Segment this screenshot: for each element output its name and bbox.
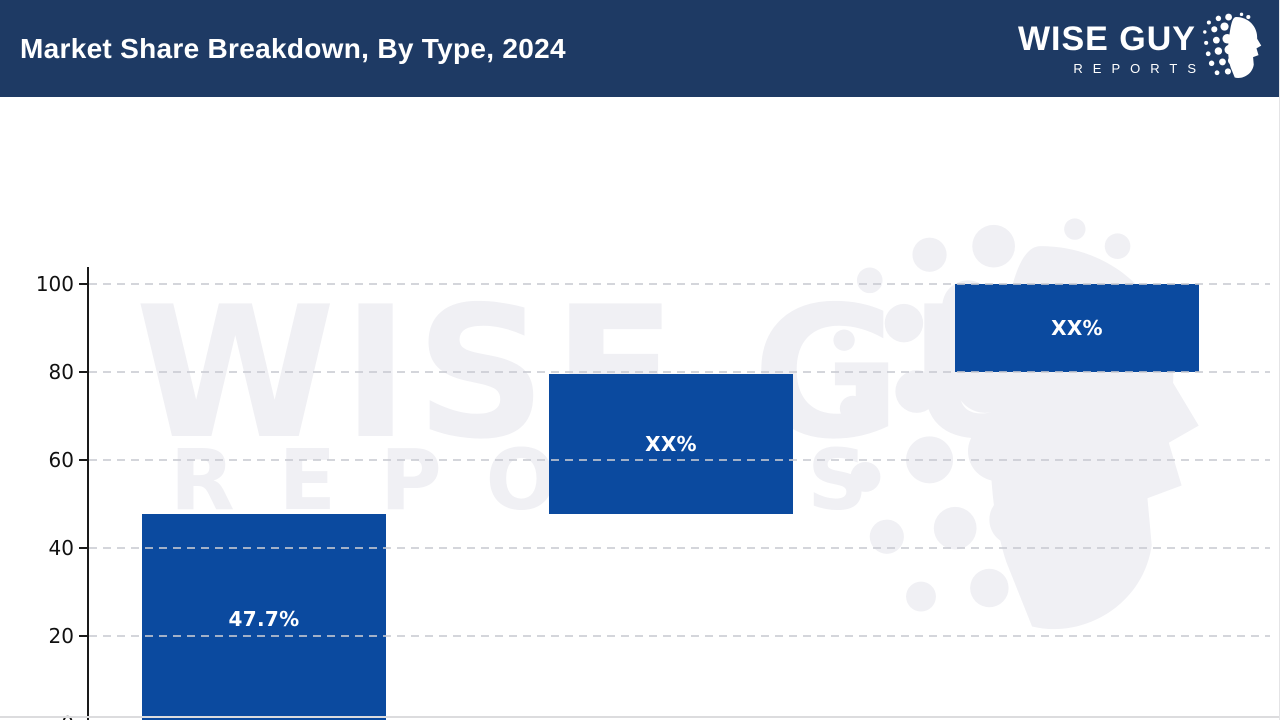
- gridline-80: [89, 371, 1270, 373]
- y-tick-20: [79, 635, 87, 637]
- y-tick-label-80: 80: [48, 360, 74, 384]
- y-tick-40: [79, 547, 87, 549]
- wiseguy-logo-text: WISE GUY REPORTS: [1018, 22, 1196, 76]
- gridline-60: [89, 459, 1270, 461]
- gridline-20: [89, 635, 1270, 637]
- bottom-divider: [0, 716, 1279, 718]
- y-tick-label-100: 100: [35, 272, 74, 296]
- wiseguy-logo-reports: REPORTS: [1073, 60, 1206, 76]
- y-tick-80: [79, 371, 87, 373]
- y-tick-label-40: 40: [48, 536, 74, 560]
- wiseguy-logo: WISE GUY REPORTS: [1018, 11, 1279, 87]
- y-tick-label-60: 60: [48, 448, 74, 472]
- bar-hybrid-kiln: XX%: [955, 284, 1199, 372]
- title-bar: Market Share Breakdown, By Type, 2024 WI…: [0, 0, 1279, 97]
- gridline-100: [89, 283, 1270, 285]
- y-axis-line: [87, 267, 89, 720]
- bar-value-label-rotary-kiln: 47.7%: [228, 607, 300, 632]
- wiseguy-face-icon: [1203, 12, 1262, 78]
- bar-rotary-kiln: 47.7%: [142, 514, 386, 720]
- page-title: Market Share Breakdown, By Type, 2024: [20, 32, 566, 64]
- bar-vertical-kiln: XX%: [549, 374, 793, 515]
- market-share-chart: 02040608010047.7%XX%XX%Rotary KilnVertic…: [0, 97, 1279, 720]
- wiseguy-logo-name: WISE GUY: [1017, 19, 1196, 58]
- gridline-40: [89, 547, 1270, 549]
- y-tick-label-20: 20: [48, 624, 74, 648]
- bar-value-label-vertical-kiln: XX%: [645, 432, 697, 457]
- y-tick-60: [79, 459, 87, 461]
- bar-value-label-hybrid-kiln: XX%: [1051, 316, 1103, 340]
- y-tick-100: [79, 283, 87, 285]
